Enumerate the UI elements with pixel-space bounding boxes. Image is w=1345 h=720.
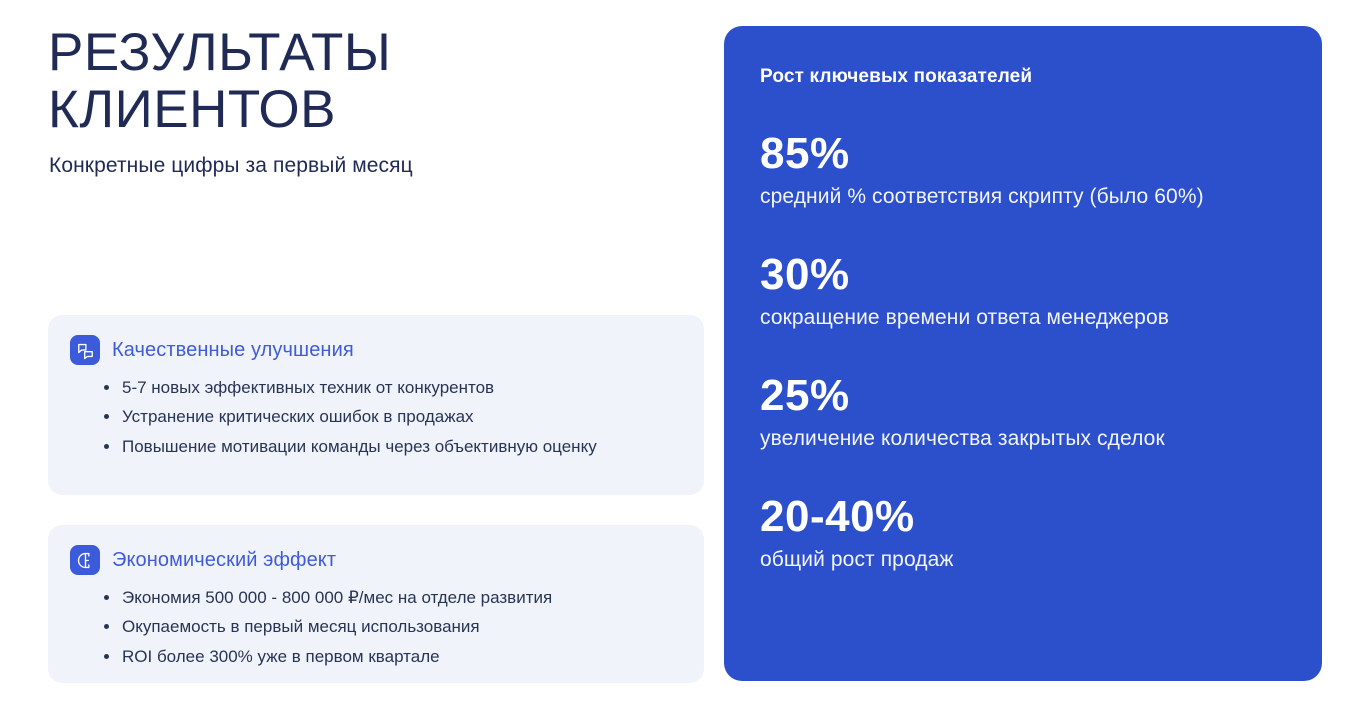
stat-label: средний % соответствия скрипту (было 60%… [760,185,1204,208]
stat-block: 30% сокращение времени ответа менеджеров [760,253,1286,330]
card-title: Качественные улучшения [112,338,354,361]
card-header: Качественные улучшения [70,333,682,367]
card-economic-effect: Экономический эффект Экономия 500 000 - … [48,525,704,683]
stat-value: 85% [760,129,850,178]
stat-label: увеличение количества закрытых сделок [760,427,1165,450]
coin-chart-icon [70,545,100,575]
card-header: Экономический эффект [70,543,682,577]
left-column: РЕЗУЛЬТАТЫ КЛИЕНТОВ Конкретные цифры за … [48,0,708,720]
stat-block: 25% увеличение количества закрытых сдело… [760,374,1286,451]
page-title: РЕЗУЛЬТАТЫ КЛИЕНТОВ [48,23,392,140]
stats-panel-title: Рост ключевых показателей [760,66,1033,87]
stats-panel: Рост ключевых показателей 85% средний % … [724,26,1322,681]
stat-value: 20-40% [760,492,915,541]
list-item: 5-7 новых эффективных техник от конкурен… [104,376,682,399]
stat-block: 85% средний % соответствия скрипту (было… [760,132,1286,209]
card-bullet-list: Экономия 500 000 - 800 000 ₽/мес на отде… [70,586,682,668]
list-item: ROI более 300% уже в первом квартале [104,645,682,668]
card-bullet-list: 5-7 новых эффективных техник от конкурен… [70,376,682,458]
list-item: Устранение критических ошибок в продажах [104,405,682,428]
stat-value: 25% [760,371,850,420]
stat-value: 30% [760,250,850,299]
stat-label: сокращение времени ответа менеджеров [760,306,1169,329]
page-subtitle: Конкретные цифры за первый месяц [49,154,413,177]
list-item: Повышение мотивации команды через объект… [104,435,682,458]
stat-block: 20-40% общий рост продаж [760,495,1286,572]
list-item: Окупаемость в первый месяц использования [104,615,682,638]
list-item: Экономия 500 000 - 800 000 ₽/мес на отде… [104,586,682,609]
stat-label: общий рост продаж [760,548,954,571]
card-title: Экономический эффект [112,548,337,571]
card-quality-improvements: Качественные улучшения 5-7 новых эффекти… [48,315,704,495]
chat-bubbles-icon [70,335,100,365]
